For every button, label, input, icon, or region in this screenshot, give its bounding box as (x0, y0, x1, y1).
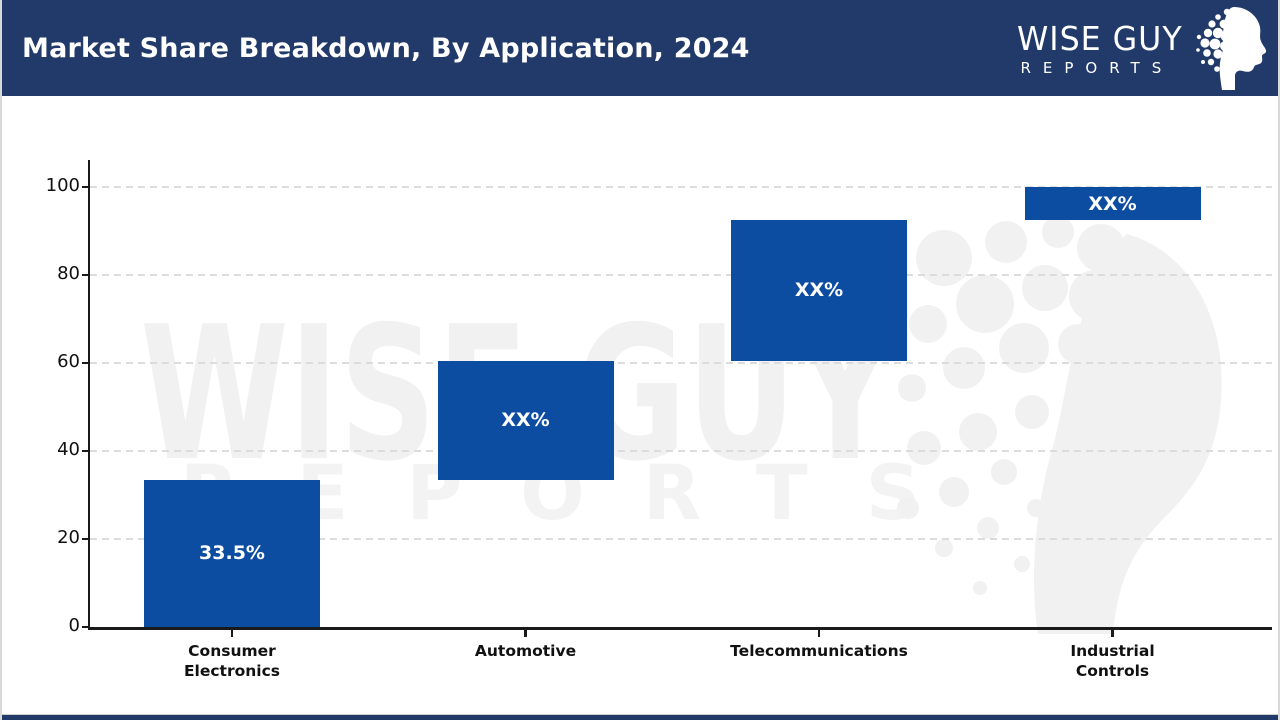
bar-value-label: XX% (1088, 192, 1137, 215)
y-tick-label: 80 (57, 263, 80, 284)
y-tick-mark (82, 538, 90, 541)
x-category-label: Automotive (474, 642, 577, 660)
plot: 0 20 40 60 80 100 33.5% Consumer Electronics XX%… (2, 96, 1278, 714)
bar: XX% (731, 220, 907, 361)
gridline (90, 186, 1272, 188)
x-category-label: Consumer Electronics (183, 642, 281, 681)
footer-bar (2, 715, 1278, 720)
y-tick-mark (82, 274, 90, 277)
x-category-label: Industrial Controls (1070, 642, 1155, 681)
bar: XX% (437, 360, 614, 480)
y-tick-mark (82, 626, 90, 629)
bar: 33.5% (144, 479, 320, 627)
gridline (90, 274, 1272, 276)
bar-value-label: XX% (794, 279, 844, 302)
brand-subtitle: REPORTS (1020, 59, 1174, 77)
bar-value-label: XX% (501, 409, 550, 432)
bar-value-label: 33.5% (199, 542, 265, 565)
page-title: Market Share Breakdown, By Application, … (22, 32, 750, 64)
x-tick-mark (524, 629, 527, 637)
brand-name: WISE GUY (1017, 19, 1184, 58)
x-axis-line (88, 627, 1272, 630)
y-tick-mark (82, 186, 90, 189)
y-tick-label: 0 (68, 615, 80, 636)
brand-logo: WISE GUY REPORTS (1017, 6, 1270, 90)
header: Market Share Breakdown, By Application, … (2, 0, 1278, 96)
brand-wordmark: WISE GUY REPORTS (1017, 19, 1190, 77)
gridline (90, 538, 1272, 540)
y-tick-label: 100 (45, 175, 80, 196)
x-tick-mark (817, 629, 821, 637)
chart-area: WISE GUY REPORTS 0 20 40 60 80 100 33.5% Consum… (2, 96, 1278, 715)
x-category-label: Telecommunications (730, 642, 908, 660)
gridline (90, 450, 1272, 452)
y-axis-line (88, 160, 91, 630)
x-tick-mark (230, 629, 234, 637)
y-tick-label: 20 (57, 527, 80, 548)
y-tick-mark (82, 450, 90, 453)
bar: XX% (1024, 187, 1201, 220)
y-tick-mark (82, 362, 90, 365)
y-tick-label: 60 (57, 351, 80, 372)
brand-head-icon (1196, 7, 1267, 90)
y-tick-label: 40 (57, 439, 80, 460)
gridline (90, 362, 1272, 364)
x-tick-mark (1111, 629, 1114, 637)
